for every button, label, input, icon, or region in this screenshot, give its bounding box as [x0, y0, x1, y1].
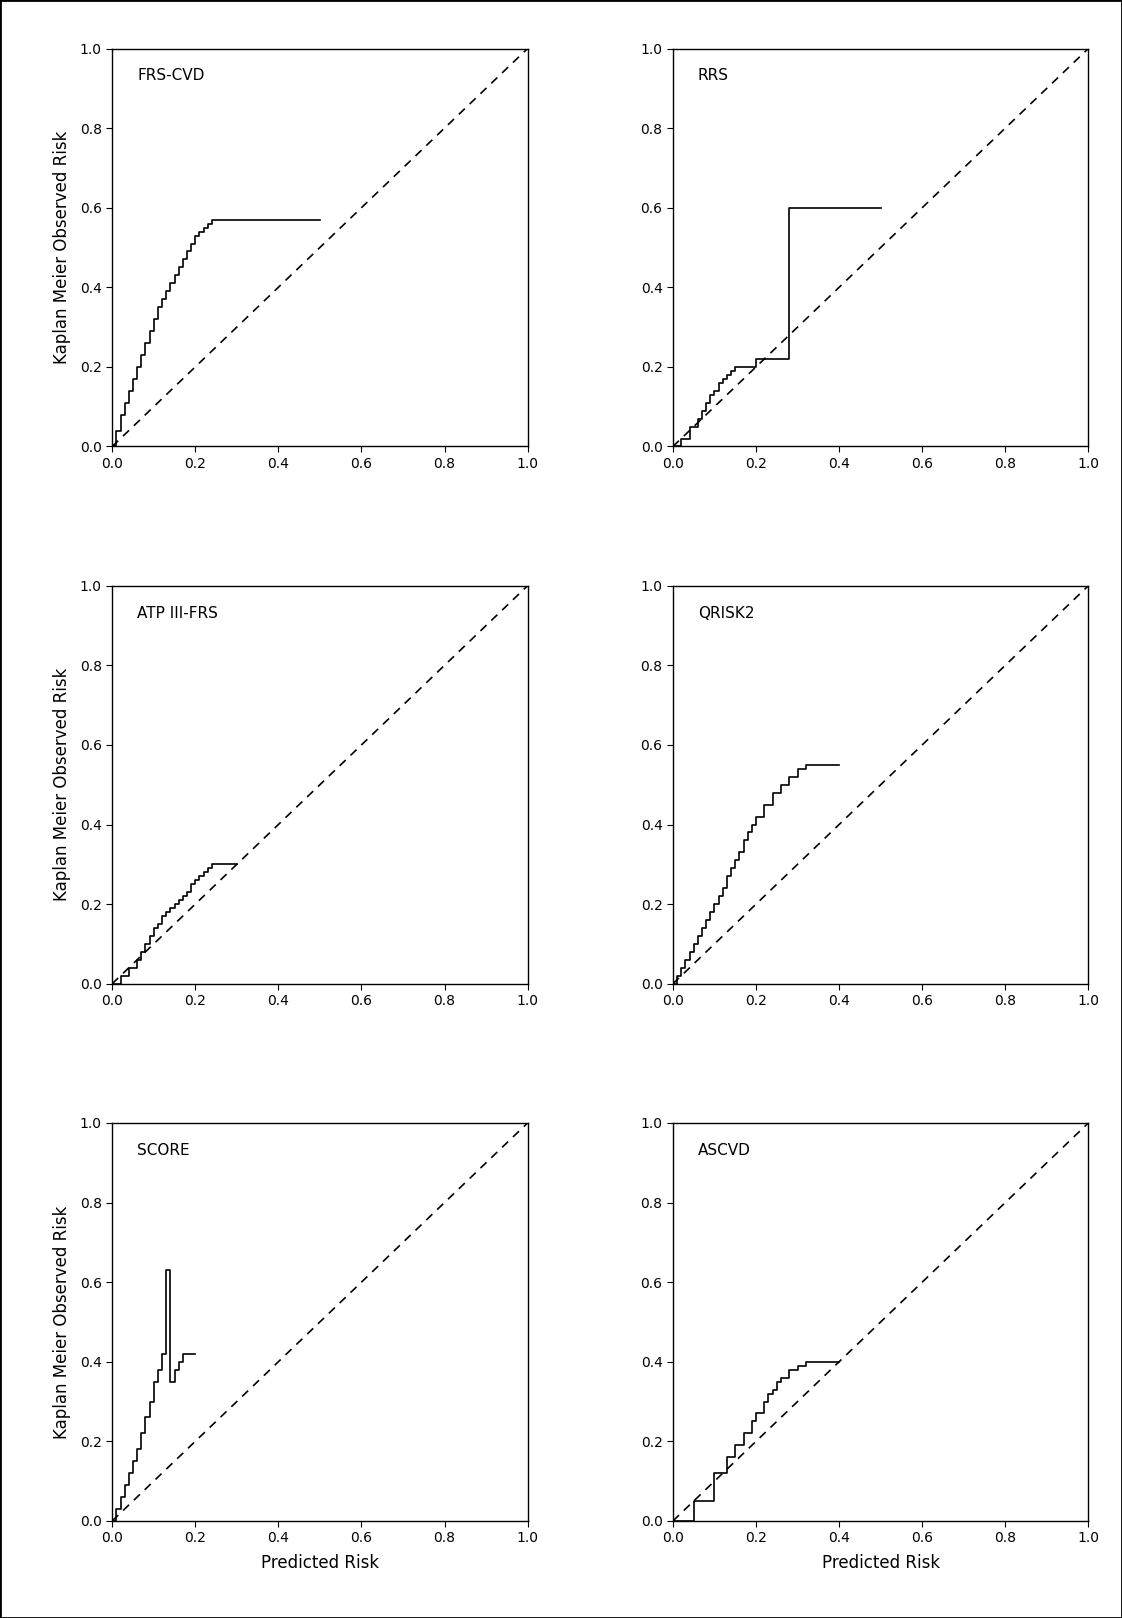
Y-axis label: Kaplan Meier Observed Risk: Kaplan Meier Observed Risk [54, 1205, 72, 1438]
Y-axis label: Kaplan Meier Observed Risk: Kaplan Meier Observed Risk [54, 668, 72, 901]
Y-axis label: Kaplan Meier Observed Risk: Kaplan Meier Observed Risk [54, 131, 72, 364]
X-axis label: Predicted Risk: Predicted Risk [821, 1553, 940, 1571]
Text: QRISK2: QRISK2 [698, 605, 754, 621]
Text: FRS-CVD: FRS-CVD [137, 68, 204, 84]
Text: SCORE: SCORE [137, 1142, 190, 1158]
Text: ATP III-FRS: ATP III-FRS [137, 605, 218, 621]
Text: ASCVD: ASCVD [698, 1142, 751, 1158]
Text: RRS: RRS [698, 68, 729, 84]
X-axis label: Predicted Risk: Predicted Risk [260, 1553, 379, 1571]
